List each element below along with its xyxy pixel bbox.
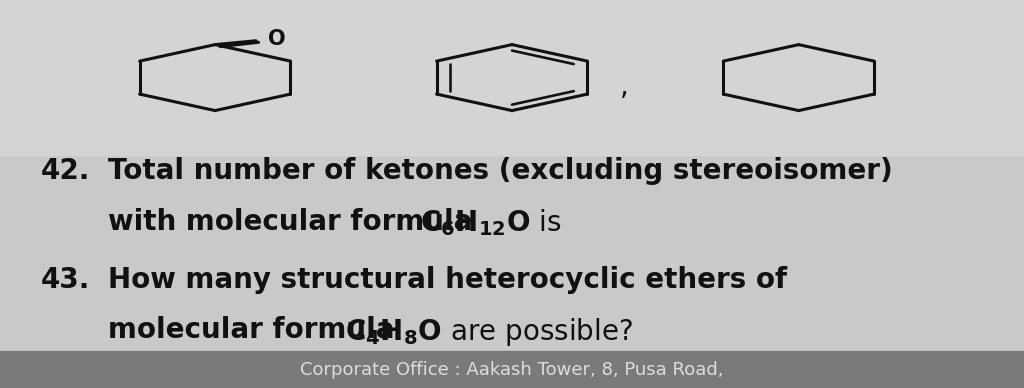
Text: Total number of ketones (excluding stereoisomer): Total number of ketones (excluding stere… xyxy=(108,157,892,185)
Text: 42.: 42. xyxy=(41,157,90,185)
Text: $\mathbf{C_4H_8O}$ are possible?: $\mathbf{C_4H_8O}$ are possible? xyxy=(345,316,633,348)
Text: How many structural heterocyclic ethers of: How many structural heterocyclic ethers … xyxy=(108,266,786,294)
Text: ,: , xyxy=(620,73,629,102)
Text: molecular formula: molecular formula xyxy=(108,316,403,344)
Text: Corporate Office : Aakash Tower, 8, Pusa Road,: Corporate Office : Aakash Tower, 8, Pusa… xyxy=(300,360,724,379)
Text: with molecular formula: with molecular formula xyxy=(108,208,481,236)
Text: O: O xyxy=(268,29,286,49)
Text: $\mathbf{C_6H_{12}O}$ is: $\mathbf{C_6H_{12}O}$ is xyxy=(420,208,561,238)
Bar xyxy=(0,0,1024,155)
Bar xyxy=(0,351,1024,388)
Text: 43.: 43. xyxy=(41,266,90,294)
